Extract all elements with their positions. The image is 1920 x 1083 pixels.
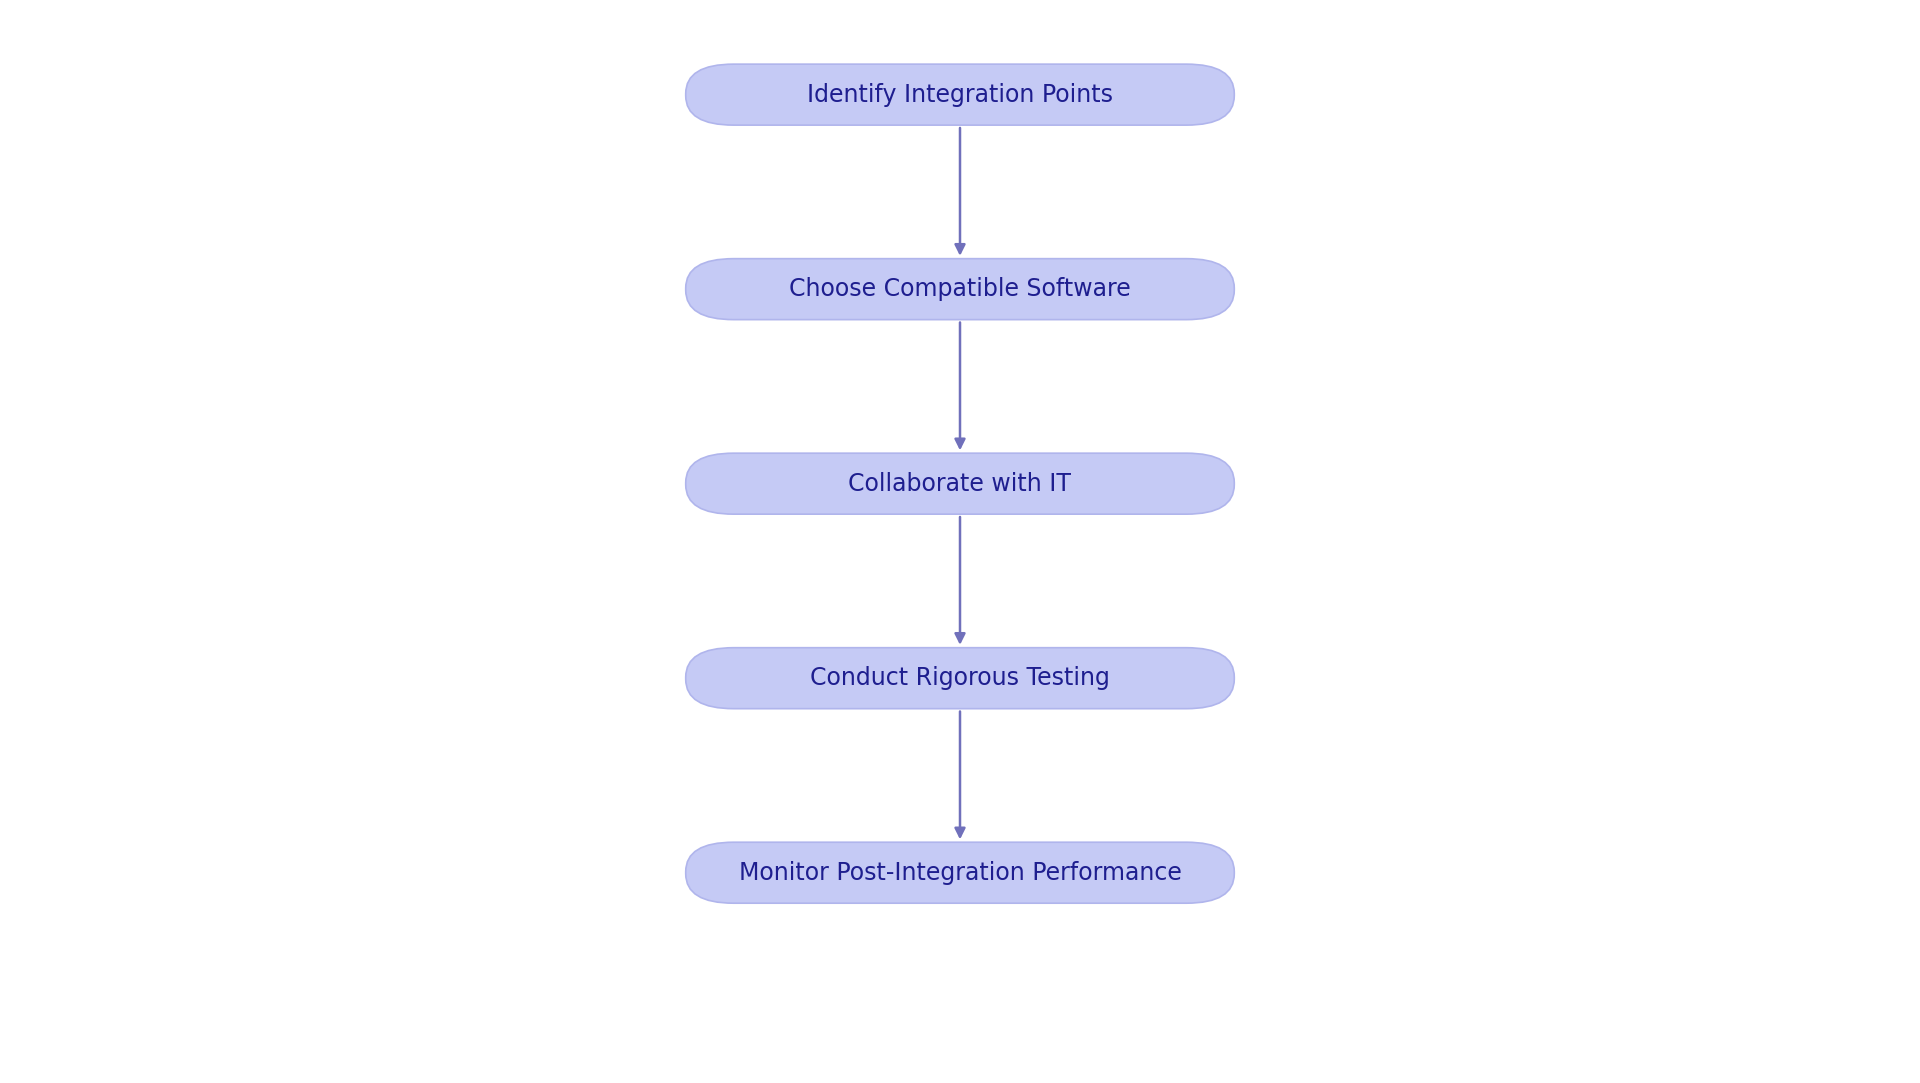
FancyBboxPatch shape — [685, 453, 1235, 514]
FancyBboxPatch shape — [685, 259, 1235, 319]
Text: Identify Integration Points: Identify Integration Points — [806, 82, 1114, 106]
Text: Choose Compatible Software: Choose Compatible Software — [789, 277, 1131, 301]
Text: Monitor Post-Integration Performance: Monitor Post-Integration Performance — [739, 861, 1181, 885]
Text: Conduct Rigorous Testing: Conduct Rigorous Testing — [810, 666, 1110, 690]
FancyBboxPatch shape — [685, 64, 1235, 126]
FancyBboxPatch shape — [685, 843, 1235, 903]
FancyBboxPatch shape — [685, 648, 1235, 708]
Text: Collaborate with IT: Collaborate with IT — [849, 472, 1071, 496]
